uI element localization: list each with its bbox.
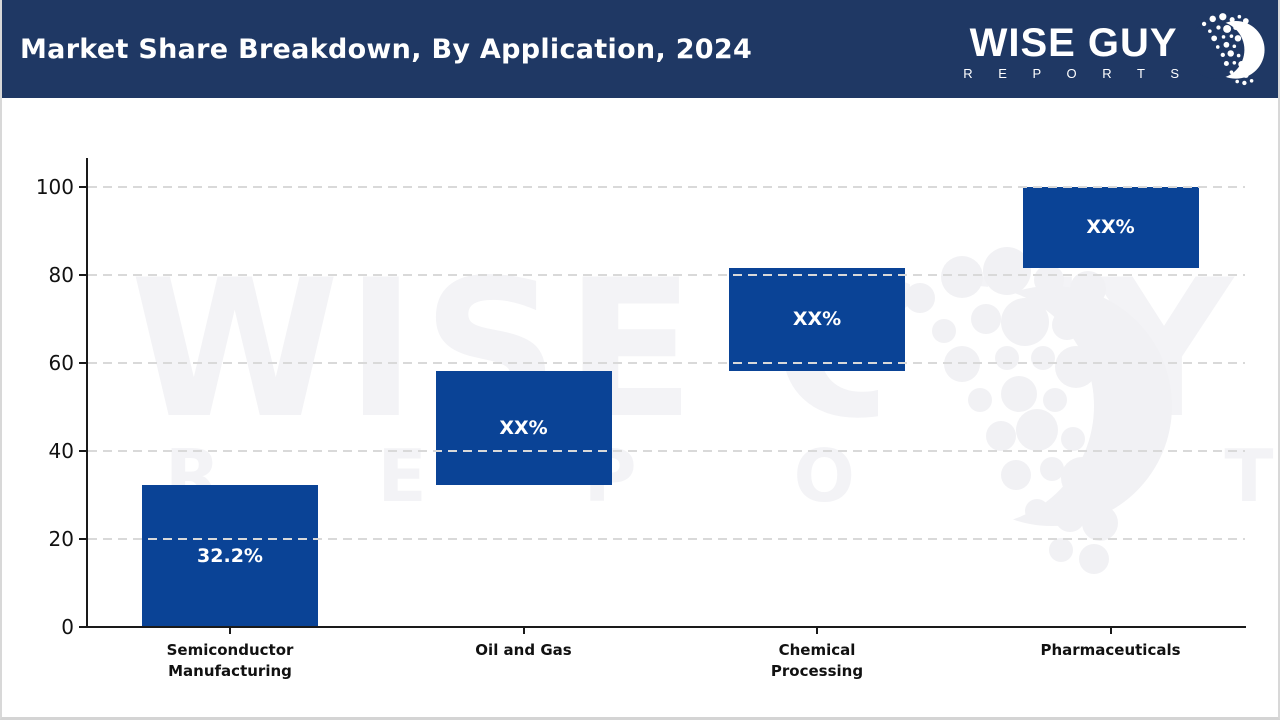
- watermark-face-icon: [878, 247, 1172, 574]
- gridline-y-100: [88, 186, 1245, 188]
- y-tick-mark: [79, 362, 86, 364]
- x-category-label: Oil and Gas: [404, 640, 644, 661]
- y-tick-mark: [79, 186, 86, 188]
- bar-4: XX%: [1022, 187, 1199, 268]
- y-tick-label: 60: [48, 351, 74, 375]
- x-axis-line: [86, 626, 1246, 628]
- x-tick-mark: [816, 628, 818, 634]
- gridline-y-20: [88, 538, 1245, 540]
- wiseguy-logo-secondary: R E P O R T S: [963, 66, 1190, 81]
- y-tick-mark: [79, 626, 86, 628]
- y-tick-label: 20: [48, 527, 74, 551]
- x-category-label-line: Chemical: [778, 641, 856, 659]
- bar-1: 32.2%: [142, 485, 318, 627]
- x-category-label: Chemical Processing: [697, 640, 937, 682]
- y-tick-label: 40: [48, 439, 74, 463]
- x-tick-mark: [1109, 628, 1112, 634]
- y-axis-line: [86, 158, 88, 628]
- y-tick-label: 100: [35, 175, 74, 199]
- bar-2: XX%: [435, 371, 612, 486]
- header-bar: Market Share Breakdown, By Application, …: [0, 0, 1280, 98]
- x-category-label-line: Oil and Gas: [475, 641, 572, 659]
- wiseguy-logo-text: WISE GUY R E P O R T S: [957, 23, 1190, 81]
- bar-value-label: 32.2%: [197, 545, 263, 568]
- wiseguy-face-logo-icon: [1194, 13, 1265, 86]
- page-title: Market Share Breakdown, By Application, …: [20, 33, 753, 65]
- bar-value-label: XX%: [1086, 216, 1135, 239]
- gridline-y-60: [88, 362, 1245, 364]
- wiseguy-logo-primary: WISE GUY: [969, 21, 1178, 65]
- wiseguy-logo: WISE GUY R E P O R T S: [957, 6, 1266, 98]
- x-category-label-line: Processing: [770, 662, 864, 680]
- x-category-label-line: Manufacturing: [168, 662, 292, 680]
- y-tick-mark: [79, 274, 86, 276]
- x-category-label-line: Semiconductor: [166, 641, 294, 659]
- bar-value-label: XX%: [499, 417, 548, 440]
- x-category-label: Pharmaceuticals: [991, 640, 1231, 661]
- y-tick-mark: [79, 538, 86, 540]
- x-tick-mark: [522, 628, 525, 634]
- gridline-y-80: [88, 274, 1245, 276]
- x-category-label-line: Pharmaceuticals: [1040, 641, 1181, 659]
- x-tick-mark: [229, 628, 231, 634]
- x-category-label: Semiconductor Manufacturing: [110, 640, 350, 682]
- gridline-y-40: [88, 450, 1245, 452]
- y-tick-mark: [79, 450, 86, 452]
- bar-value-label: XX%: [792, 308, 842, 331]
- bar-3: XX%: [729, 267, 905, 372]
- y-tick-label: 80: [48, 263, 74, 287]
- y-tick-label: 0: [61, 615, 74, 639]
